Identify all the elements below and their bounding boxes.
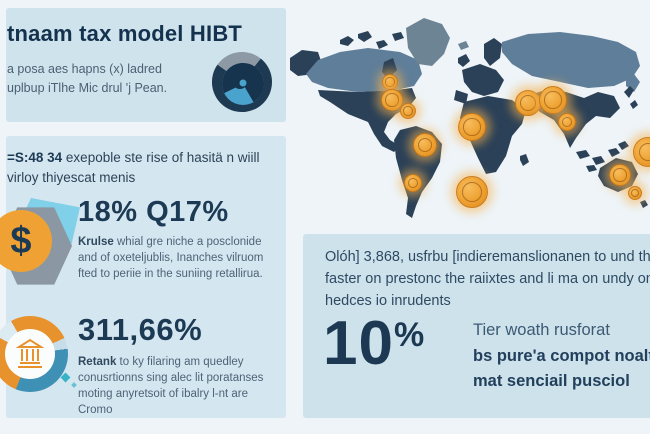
stat-row-2: 311,66% Retank to ky filaring am quedley…: [0, 312, 286, 418]
big-stat-desc: Tier woath rusforat bs pure'a compot noa…: [473, 318, 650, 395]
stat-value-2: 311,66%: [78, 312, 203, 347]
stat-desc-1-rest: whial gre niche a posclonide and of oxet…: [78, 236, 264, 281]
stats-heading-rest: exepoble ste rise of hasitä n wiill virl…: [7, 150, 260, 185]
big-stat-desc-line-3: mat senciail pusciol: [473, 372, 630, 391]
world-map-svg: [290, 18, 648, 218]
big-stat-value: 10: [323, 309, 394, 378]
dollar-sign-icon: $: [0, 210, 52, 272]
big-stat-desc-line-1: Tier woath rusforat: [473, 321, 610, 339]
summary-paragraph: Olóh] 3,868, usfrbu [indieremanslionanen…: [325, 249, 650, 309]
stats-heading: =S:48 34 exepoble ste rise of hasitä n w…: [7, 148, 275, 187]
page-title: tnaam tax model HIBT: [7, 21, 243, 46]
stat-desc-2-rest: to ky filaring am quedley conusrtionns s…: [78, 356, 264, 417]
big-stat-desc-line-2: bs pure'a compot noalth: [473, 346, 650, 365]
dollar-hexagon-icon: $: [0, 198, 80, 294]
stats-heading-lead: =S:48 34: [7, 150, 63, 165]
stat-value-1: 18% Q17%: [78, 196, 229, 228]
stat-desc-2: Retank to ky filaring am quedley conusrt…: [78, 354, 280, 418]
stat-row-1: $ 18% Q17% Krulse whial gre niche a posc…: [0, 196, 286, 306]
big-stat-unit: %: [393, 316, 425, 354]
subtitle-line-1: a posa aes hapns (x) ladred: [7, 62, 162, 76]
stat-desc-2-lead: Retank: [78, 356, 117, 368]
bank-donut-icon: [0, 312, 70, 398]
summary-card: Olóh] 3,868, usfrbu [indieremanslionanen…: [303, 234, 650, 418]
big-stat: 10%: [323, 308, 424, 379]
subtitle-line-2: uplbup iTlhe Mic drul 'j Pean.: [7, 81, 168, 96]
world-map: [288, 0, 650, 232]
swirl-logo-icon: [210, 50, 274, 114]
page-subtitle: a posa aes hapns (x) ladred uplbup iTlhe…: [7, 60, 197, 99]
title-card: tnaam tax model HIBT a posa aes hapns (x…: [6, 8, 286, 122]
bank-building-icon: [5, 329, 55, 379]
stat-desc-1-lead: Krulse: [78, 236, 114, 248]
stat-desc-1: Krulse whial gre niche a posclonide and …: [78, 234, 280, 282]
stats-card: =S:48 34 exepoble ste rise of hasitä n w…: [0, 136, 286, 418]
